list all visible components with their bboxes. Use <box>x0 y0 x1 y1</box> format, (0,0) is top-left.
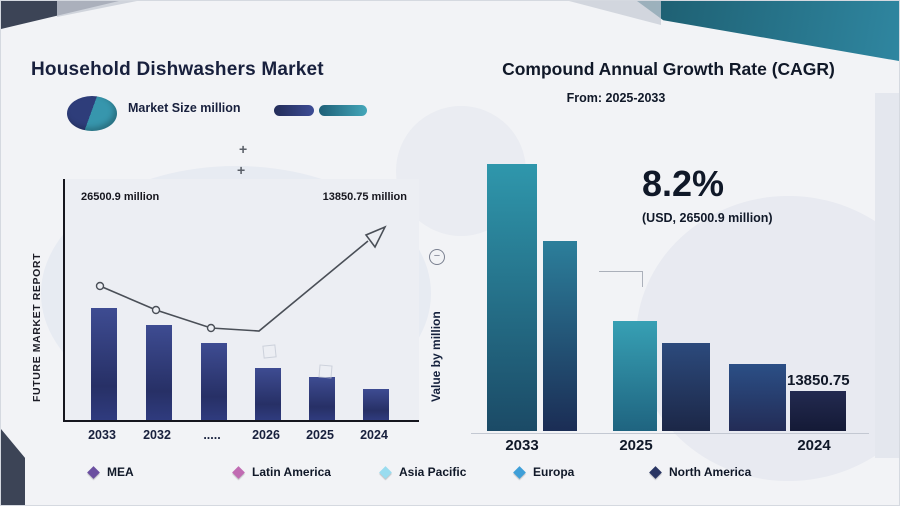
x-label-2024: 2024 <box>360 428 388 442</box>
plus-icon: + <box>237 162 246 178</box>
legend-item-asia-pacific: Asia Pacific <box>379 465 467 479</box>
decorative-corner-bottom-left <box>1 429 25 505</box>
legend-label: Latin America <box>252 465 331 479</box>
bar-2024 <box>363 389 389 420</box>
bar-2024-b <box>790 391 846 431</box>
legend-label: Europa <box>533 465 575 479</box>
bar-2025 <box>309 377 335 420</box>
decorative-blob <box>636 196 899 481</box>
x-label-2032: 2032 <box>143 428 171 442</box>
decorative-triangle <box>57 1 137 17</box>
legend-diamond <box>87 465 100 479</box>
x-label-2025: 2025 <box>306 428 334 442</box>
legend-label: Asia Pacific <box>399 465 467 479</box>
legend-diamond <box>649 465 662 479</box>
watermark-text: FUTURE MARKET REPORT <box>31 252 43 402</box>
decorative-bracket <box>599 271 643 287</box>
market-size-chart: 26500.9 million 13850.75 million <box>63 179 419 422</box>
x-label-right-2033: 2033 <box>505 437 539 454</box>
legend-item-north-america: North America <box>649 465 752 479</box>
ghost-box-icon <box>318 364 333 379</box>
left-chart-title: Household Dishwashers Market <box>31 59 324 80</box>
bar-2024-a <box>729 364 786 431</box>
bar-2025-b <box>662 343 710 431</box>
bar-2025-a <box>613 321 657 431</box>
legend-diamond <box>513 465 526 479</box>
x-label-right-2024: 2024 <box>797 437 831 454</box>
right-chart-subtitle: From: 2025-2033 <box>566 91 666 105</box>
bar-2026 <box>255 368 281 420</box>
plus-icon: + <box>239 141 248 157</box>
value-axis-label: Value by million <box>429 311 443 403</box>
x-label-right-2025: 2025 <box>619 437 653 454</box>
decorative-band <box>875 93 899 458</box>
bar-2032 <box>146 325 172 420</box>
cagr-note: (USD, 26500.9 million) <box>642 211 773 225</box>
minus-circle-icon: − <box>429 249 445 265</box>
annotation-max-value: 26500.9 million <box>81 191 160 203</box>
right-chart-baseline <box>471 433 869 434</box>
x-label-2033: 2033 <box>88 428 116 442</box>
bar-2033 <box>91 308 117 420</box>
decorative-triangle <box>569 1 661 25</box>
bar-2033-a <box>487 164 537 431</box>
legend-diamond <box>232 465 245 479</box>
x-label-dots: ..... <box>203 428 221 442</box>
legend-diamond <box>379 465 392 479</box>
teal-pill-icon <box>319 105 367 116</box>
legend-item-latin-america: Latin America <box>232 465 331 479</box>
right-chart-title: Compound Annual Growth Rate (CAGR) <box>502 59 835 79</box>
legend-label: North America <box>669 465 752 479</box>
pie-sphere-icon <box>67 96 117 131</box>
navy-pill-icon <box>274 105 314 116</box>
market-size-legend-label: Market Size million <box>128 101 241 115</box>
annotation-min-value: 13850.75 million <box>322 191 407 203</box>
cagr-value: 8.2% <box>642 163 725 204</box>
bar-2033-b <box>543 241 577 431</box>
decorative-corner-top-right <box>637 1 899 61</box>
right-annotation-value: 13850.75 <box>787 372 850 389</box>
bar-dots <box>201 343 227 420</box>
legend-item-mea: MEA <box>87 465 134 479</box>
legend-label: MEA <box>107 465 134 479</box>
ghost-box-icon <box>262 344 277 359</box>
legend-item-europa: Europa <box>513 465 575 479</box>
x-label-2026: 2026 <box>252 428 280 442</box>
